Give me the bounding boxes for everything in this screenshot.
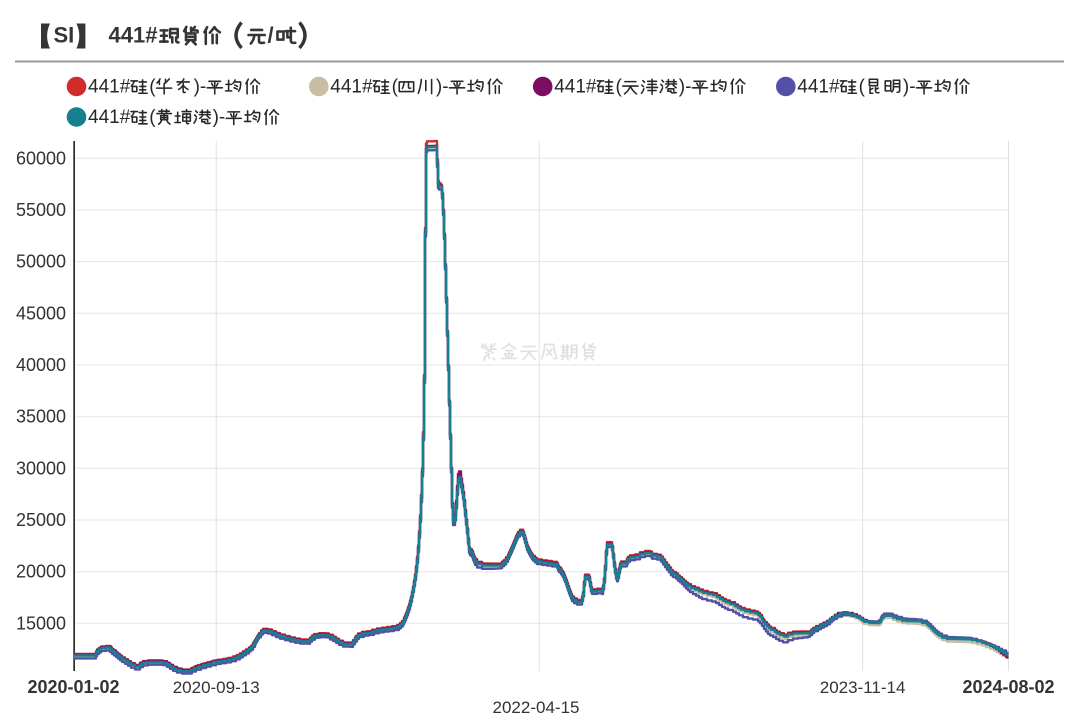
svg-text:(: (	[616, 77, 623, 98]
svg-text:(: (	[149, 77, 156, 98]
svg-text:40000: 40000	[16, 355, 66, 375]
svg-text:20000: 20000	[16, 562, 66, 582]
svg-text:441#: 441#	[797, 77, 840, 98]
svg-text:35000: 35000	[16, 407, 66, 427]
svg-text:45000: 45000	[16, 303, 66, 323]
svg-text:(: (	[859, 77, 866, 98]
svg-text:15000: 15000	[16, 613, 66, 633]
svg-text:SI: SI	[54, 23, 75, 48]
svg-text:30000: 30000	[16, 458, 66, 478]
svg-text:(: (	[149, 107, 156, 128]
svg-text:)-: )-	[903, 77, 916, 98]
svg-text:(: (	[392, 77, 399, 98]
svg-text:441#: 441#	[88, 107, 131, 128]
svg-text:2024-08-02: 2024-08-02	[962, 677, 1054, 697]
svg-text:441#: 441#	[109, 23, 158, 48]
svg-text:55000: 55000	[16, 200, 66, 220]
svg-text:)-: )-	[436, 77, 449, 98]
svg-text:2023-11-14: 2023-11-14	[820, 678, 906, 697]
svg-text:2022-04-15: 2022-04-15	[493, 698, 580, 717]
svg-text:)-: )-	[213, 107, 226, 128]
svg-text:2020-01-02: 2020-01-02	[27, 677, 119, 697]
svg-text:50000: 50000	[16, 252, 66, 272]
svg-text:2020-09-13: 2020-09-13	[173, 678, 260, 697]
svg-text:25000: 25000	[16, 510, 66, 530]
svg-text:441#: 441#	[88, 77, 131, 98]
svg-text:/: /	[268, 23, 274, 48]
svg-text:)-: )-	[194, 77, 207, 98]
svg-text:)-: )-	[679, 77, 692, 98]
svg-text:60000: 60000	[16, 148, 66, 168]
svg-text:441#: 441#	[330, 77, 373, 98]
svg-text:441#: 441#	[554, 77, 597, 98]
